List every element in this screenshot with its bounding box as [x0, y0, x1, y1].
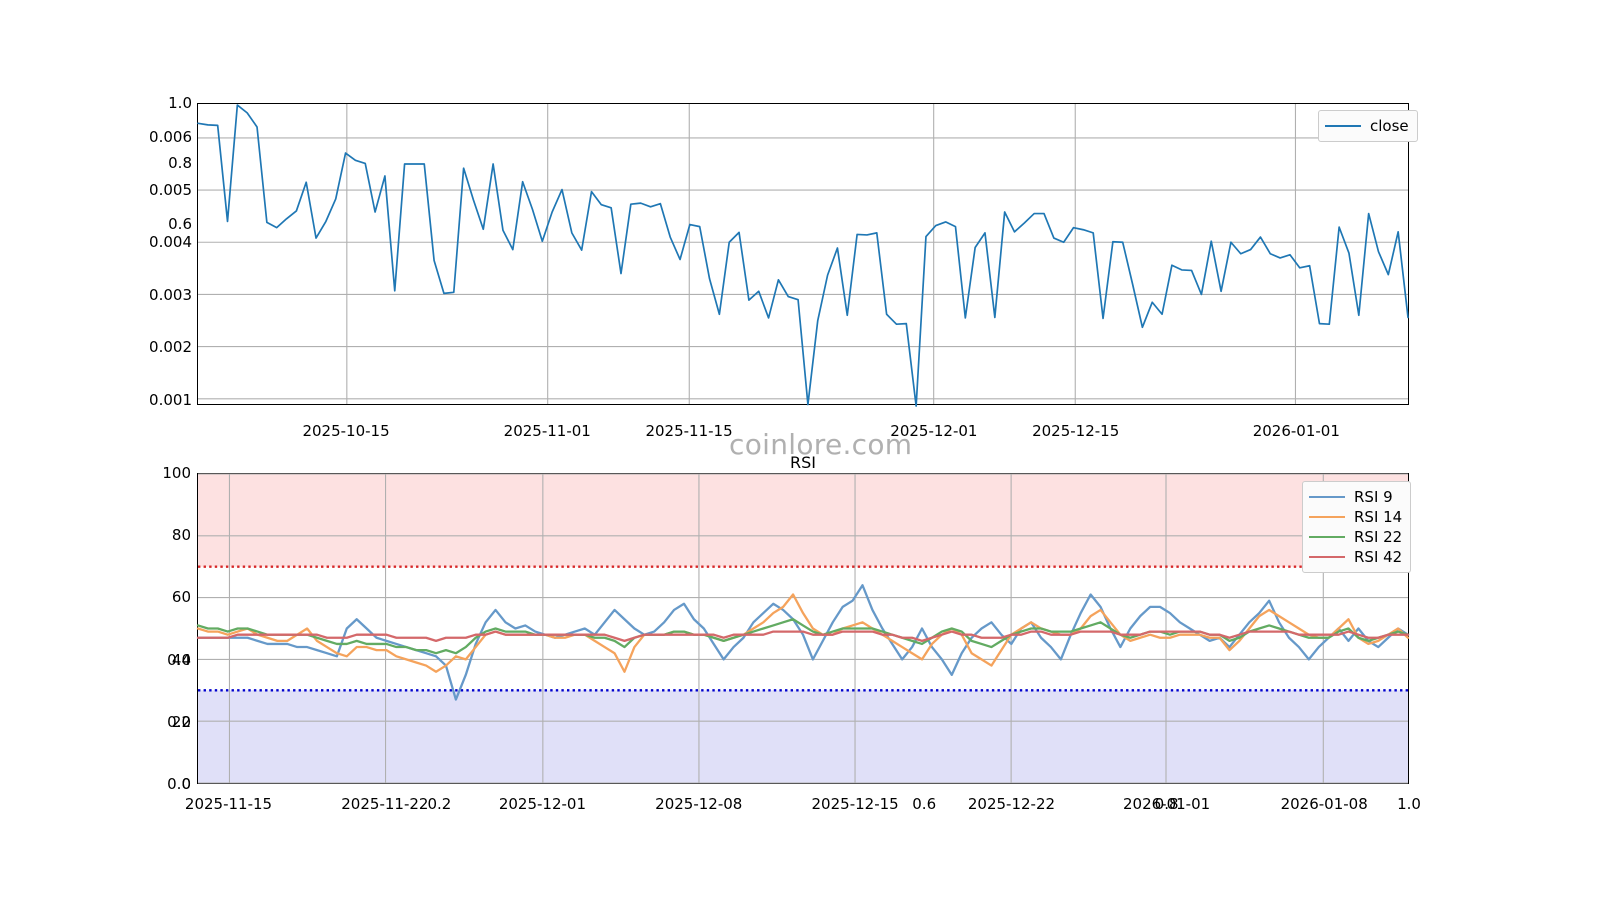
rsi-y-tick: 80	[171, 526, 191, 545]
legend-label: RSI 9	[1354, 488, 1393, 506]
price-x-tick: 2025-10-15	[302, 422, 390, 440]
legend-label: RSI 14	[1354, 508, 1403, 526]
legend-label: RSI 22	[1354, 528, 1403, 546]
price-x-tick: 2025-11-15	[645, 422, 733, 440]
rsi-series-rsi-42	[196, 630, 1410, 643]
price-y-tick-overlay: 0.8	[168, 154, 192, 173]
rsi-x-tick-overlay: 1.0	[1397, 795, 1421, 813]
rsi-series-rsi-9	[196, 584, 1410, 701]
price-series-close	[197, 104, 1409, 407]
legend-line-swatch	[1309, 556, 1345, 558]
legend-line-swatch	[1309, 516, 1345, 518]
price-y-tick: 0.004	[149, 233, 192, 252]
rsi-y-tick: 0	[181, 775, 191, 793]
legend-line-swatch	[1309, 496, 1345, 498]
price-y-tick: 0.005	[149, 180, 192, 199]
legend-item: RSI 42	[1309, 547, 1402, 567]
price-y-tick-overlay: 1.0	[168, 94, 192, 112]
rsi-x-tick: 2026-01-01	[1123, 795, 1211, 813]
rsi-y-tick: 100	[162, 464, 191, 482]
rsi-x-tick-overlay: 0.6	[912, 795, 937, 813]
legend-item: RSI 14	[1309, 507, 1402, 527]
rsi-x-tick: 2025-11-15	[184, 795, 273, 813]
legend-line-swatch	[1309, 536, 1345, 538]
price-chart-panel	[197, 103, 1409, 407]
rsi-zone-band	[198, 474, 1408, 567]
rsi-y-tick-overlay: 0.0	[167, 775, 191, 793]
price-y-tick: 0.003	[149, 285, 192, 304]
rsi-x-tick: 2025-12-22	[967, 795, 1056, 813]
price-y-tick: 0.006	[149, 128, 192, 147]
price-x-tick: 2025-11-01	[503, 422, 591, 440]
rsi-x-tick-overlay: 0.8	[1154, 795, 1179, 813]
price-y-tick: 0.001	[149, 390, 192, 409]
rsi-x-tick: 2025-12-01	[498, 795, 586, 813]
price-x-tick: 2025-12-15	[1032, 422, 1120, 440]
rsi-x-tick-overlay: 0.2	[427, 795, 452, 813]
legend-item: close	[1325, 116, 1409, 136]
rsi-x-tick: 2025-12-15	[811, 795, 899, 813]
price-x-tick: 2025-12-01	[890, 422, 978, 440]
price-legend[interactable]: close	[1318, 110, 1418, 142]
rsi-y-tick-overlay: 0.2	[167, 712, 191, 731]
legend-label: RSI 42	[1354, 548, 1403, 566]
legend-item: RSI 22	[1309, 527, 1402, 547]
rsi-plot-area	[196, 473, 1410, 784]
watermark: coinlore.com	[729, 428, 913, 461]
price-plot-area	[197, 104, 1409, 407]
price-y-tick-overlay: 0.6	[168, 214, 192, 233]
price-y-tick: 0.002	[149, 338, 192, 357]
rsi-chart-panel	[196, 473, 1410, 784]
legend-label: close	[1370, 117, 1409, 135]
rsi-series-rsi-14	[196, 593, 1410, 673]
price-x-tick: 2026-01-01	[1252, 422, 1340, 440]
rsi-zone-band	[198, 690, 1408, 783]
rsi-legend[interactable]: RSI 9 RSI 14 RSI 22 RSI 42	[1302, 481, 1412, 573]
rsi-y-tick: 40	[171, 650, 191, 669]
rsi-y-tick: 20	[171, 712, 191, 731]
rsi-panel-title: RSI	[790, 453, 816, 472]
legend-line-swatch	[1325, 125, 1361, 127]
rsi-x-tick: 2025-12-08	[655, 795, 743, 813]
rsi-y-tick: 60	[171, 588, 191, 607]
rsi-x-tick: 2025-11-22	[341, 795, 429, 813]
rsi-x-tick: 2026-01-08	[1280, 795, 1368, 813]
legend-item: RSI 9	[1309, 487, 1402, 507]
rsi-y-tick-overlay: 0.4	[167, 650, 191, 669]
